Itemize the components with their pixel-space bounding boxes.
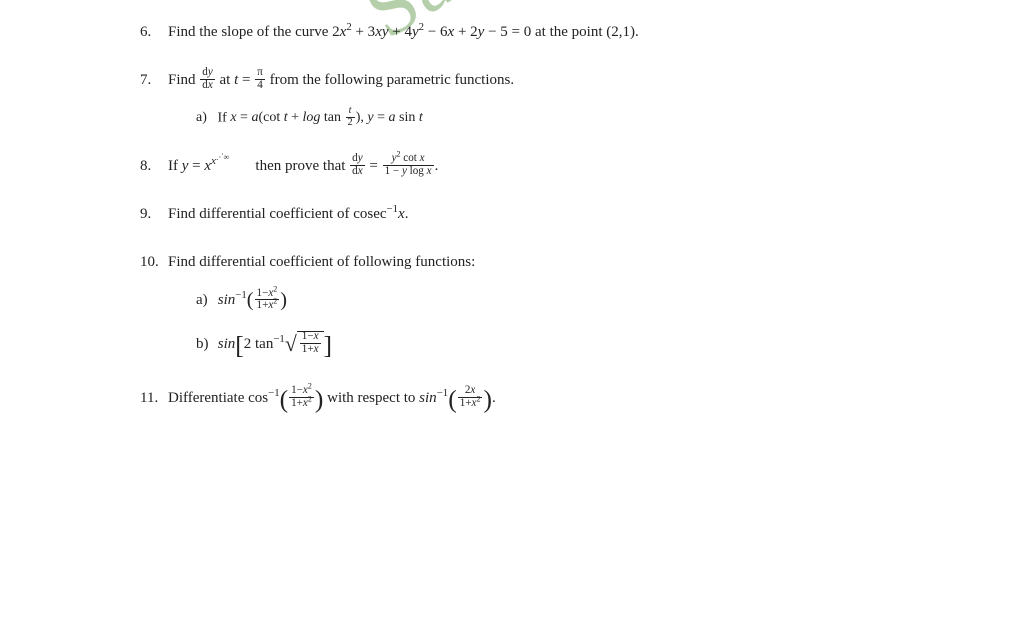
math-expr: cosec−1x. <box>353 206 408 222</box>
math-expr: sin−1(1−x21+x2) <box>218 292 287 308</box>
subitem-10b: b) sin[2 tan−1√1−x1+x] <box>196 327 920 362</box>
problem-9: 9. Find differential coefficient of cose… <box>140 202 920 226</box>
math-expr: y = xx⋰∞ <box>182 158 229 174</box>
problem-10: 10. Find differential coefficient of fol… <box>140 250 920 362</box>
math-expr: x = a(cot t + log tan t2), y = a sin t <box>230 110 422 125</box>
math-expr: dydx at t = π4 <box>199 72 266 88</box>
problem-6: 6. Find the slope of the curve 2x2 + 3xy… <box>140 20 920 44</box>
text: Differentiate <box>168 390 248 406</box>
text: Find differential coefficient of <box>168 206 353 222</box>
text: Find the slope of the curve <box>168 24 332 40</box>
problem-number: 9. <box>140 202 151 226</box>
problem-list: 6. Find the slope of the curve 2x2 + 3xy… <box>140 20 920 411</box>
text: If <box>168 158 182 174</box>
text: from the following parametric functions. <box>270 72 515 88</box>
problem-number: 10. <box>140 250 159 274</box>
math-expr: 2x2 + 3xy + 4y2 − 6x + 2y − 5 = 0 <box>332 24 531 40</box>
math-expr: sin−1(2x1+x2). <box>419 390 496 406</box>
problem-number: 8. <box>140 154 151 178</box>
text: If <box>218 110 231 125</box>
subitem-label: b) <box>196 332 214 356</box>
problem-number: 6. <box>140 20 151 44</box>
text: with respect to <box>327 390 419 406</box>
math-expr: dydx = y2 cot x1 − y log x. <box>349 158 438 174</box>
subitem-7a: a) If x = a(cot t + log tan t2), y = a s… <box>196 107 920 130</box>
math-point: (2,1). <box>606 24 639 40</box>
subitem-10a: a) sin−1(1−x21+x2) <box>196 288 920 313</box>
text: Find differential coefficient of followi… <box>168 254 475 270</box>
math-expr: sin[2 tan−1√1−x1+x] <box>218 336 332 352</box>
problem-8: 8. If y = xx⋰∞ then prove that dydx = y2… <box>140 154 920 179</box>
text: at the point <box>535 24 606 40</box>
subitem-label: a) <box>196 107 214 129</box>
subitem-label: a) <box>196 288 214 312</box>
text: then prove that <box>255 158 349 174</box>
math-expr: cos−1(1−x21+x2) <box>248 390 323 406</box>
problem-11: 11. Differentiate cos−1(1−x21+x2) with r… <box>140 386 920 411</box>
problem-number: 7. <box>140 68 151 92</box>
text: Find <box>168 72 199 88</box>
problem-7: 7. Find dydx at t = π4 from the followin… <box>140 68 920 130</box>
problem-number: 11. <box>140 386 158 410</box>
